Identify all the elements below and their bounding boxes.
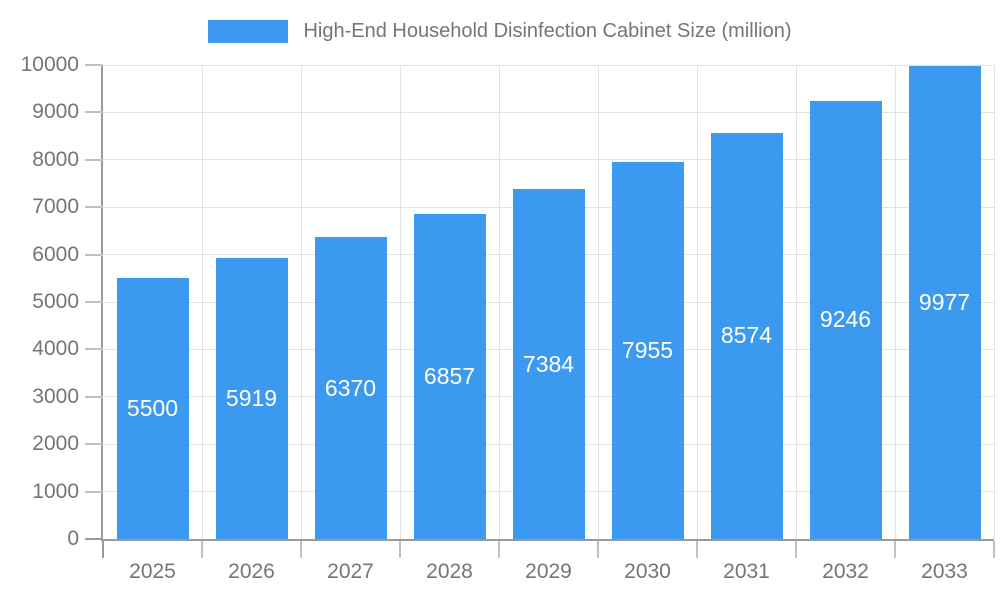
h-gridline: [103, 64, 994, 66]
legend-item[interactable]: High-End Household Disinfection Cabinet …: [0, 20, 1000, 43]
legend-swatch: [208, 20, 289, 43]
bar: 7955: [611, 161, 684, 539]
x-axis-label: 2026: [228, 560, 275, 583]
y-axis-label: 10000: [20, 53, 79, 76]
bar: 5919: [215, 258, 288, 539]
y-axis-tick: [85, 64, 103, 66]
bar-value-label: 6857: [423, 362, 476, 389]
bar-value-label: 9246: [819, 306, 872, 333]
x-axis-tick: [597, 541, 599, 558]
v-gridline: [795, 65, 797, 539]
bar-value-label: 9977: [918, 289, 971, 316]
y-axis-label: 8000: [32, 147, 79, 171]
y-axis-tick: [85, 301, 103, 303]
bar: 9977: [908, 66, 981, 539]
bar-value-label: 8574: [720, 322, 773, 349]
bar: 9246: [809, 100, 882, 539]
bar: 5500: [116, 278, 189, 539]
bar: 6370: [314, 237, 387, 539]
v-gridline: [300, 65, 302, 539]
x-axis-tick: [201, 541, 203, 558]
x-axis-label: 2033: [921, 560, 968, 583]
v-gridline: [399, 65, 401, 539]
y-axis-label: 3000: [32, 384, 79, 408]
x-axis-label: 2027: [327, 560, 374, 583]
y-axis-label: 1000: [32, 479, 79, 503]
x-axis-tick: [696, 541, 698, 558]
h-gridline: [103, 111, 994, 113]
bar: 6857: [413, 213, 486, 539]
y-axis-tick: [85, 158, 103, 161]
y-axis-label: 4000: [32, 337, 79, 361]
y-axis-tick: [85, 490, 103, 493]
y-axis-tick: [85, 253, 103, 256]
plot-area: 0 1000 2000 3000 4000 5000 6000 7000 8000 9000 100…: [21, 53, 995, 583]
x-axis-tick: [894, 541, 896, 558]
y-axis-label: 6000: [32, 242, 79, 266]
y-axis-label: 9000: [32, 100, 79, 124]
v-gridline: [894, 65, 896, 539]
x-axis-label: 2029: [525, 560, 572, 583]
bar-value-label: 7955: [621, 336, 674, 363]
y-axis-tick: [85, 111, 103, 114]
x-axis-tick: [102, 541, 104, 558]
x-axis-tick: [795, 541, 797, 558]
x-axis-label: 2025: [129, 560, 176, 583]
v-gridline: [993, 65, 995, 539]
y-axis-label: 5000: [32, 290, 79, 313]
bar: 8574: [710, 132, 783, 539]
bar: 7384: [512, 189, 585, 539]
x-axis-label: 2028: [426, 560, 473, 583]
x-axis-label: 2030: [624, 560, 671, 583]
bar-value-label: 5500: [126, 395, 179, 422]
x-axis-tick: [399, 541, 401, 558]
y-axis-tick: [85, 206, 103, 209]
v-gridline: [201, 65, 203, 539]
x-axis-label: 2032: [822, 560, 869, 583]
v-gridline: [696, 65, 698, 539]
x-axis-tick: [993, 541, 995, 558]
legend-label: High-End Household Disinfection Cabinet …: [303, 20, 792, 42]
x-axis-tick: [300, 541, 302, 558]
y-axis-tick: [85, 538, 103, 540]
y-axis-tick: [85, 443, 103, 446]
y-axis-label: 0: [67, 527, 79, 550]
x-axis-tick: [498, 541, 500, 558]
x-axis-label: 2031: [723, 560, 770, 583]
h-gridline: [103, 159, 994, 161]
y-axis-tick: [85, 395, 103, 398]
bar-value-label: 7384: [522, 350, 575, 377]
bar-value-label: 5919: [225, 385, 278, 412]
y-axis-label: 2000: [32, 432, 79, 456]
y-axis-label: 7000: [32, 195, 79, 219]
v-gridline: [597, 65, 599, 539]
y-axis-tick: [85, 348, 103, 351]
v-gridline: [498, 65, 500, 539]
bar-value-label: 6370: [324, 374, 377, 401]
